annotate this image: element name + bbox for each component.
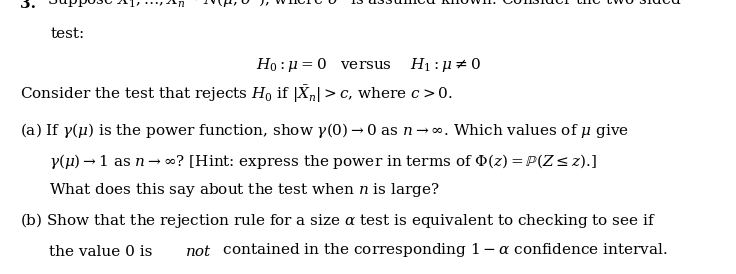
- Text: (a) If $\gamma(\mu)$ is the power function, show $\gamma(0) \rightarrow 0$ as $n: (a) If $\gamma(\mu)$ is the power functi…: [21, 121, 629, 140]
- Text: test:: test:: [51, 27, 85, 41]
- Text: What does this say about the test when $n$ is large?: What does this say about the test when $…: [49, 181, 440, 199]
- Text: the value 0 is: the value 0 is: [49, 245, 158, 259]
- Text: not: not: [186, 245, 211, 259]
- Text: $H_0 : \mu = 0$   versus    $H_1 : \mu \neq 0$: $H_0 : \mu = 0$ versus $H_1 : \mu \neq 0…: [255, 56, 481, 74]
- Text: contained in the corresponding $1 - \alpha$ confidence interval.: contained in the corresponding $1 - \alp…: [218, 241, 668, 259]
- Text: 3.: 3.: [21, 0, 42, 11]
- Text: (b) Show that the rejection rule for a size $\alpha$ test is equivalent to check: (b) Show that the rejection rule for a s…: [21, 211, 657, 230]
- Text: Consider the test that rejects $H_0$ if $|\bar{X}_n| > c$, where $c > 0$.: Consider the test that rejects $H_0$ if …: [21, 84, 453, 105]
- Text: $\gamma(\mu) \rightarrow 1$ as $n \rightarrow \infty$? [Hint: express the power : $\gamma(\mu) \rightarrow 1$ as $n \right…: [49, 152, 597, 170]
- Text: Suppose $X_1,\ldots,X_n \overset{\mathrm{iid}}{\sim} N(\mu,\sigma^2)$, where $\s: Suppose $X_1,\ldots,X_n \overset{\mathrm…: [47, 0, 682, 11]
